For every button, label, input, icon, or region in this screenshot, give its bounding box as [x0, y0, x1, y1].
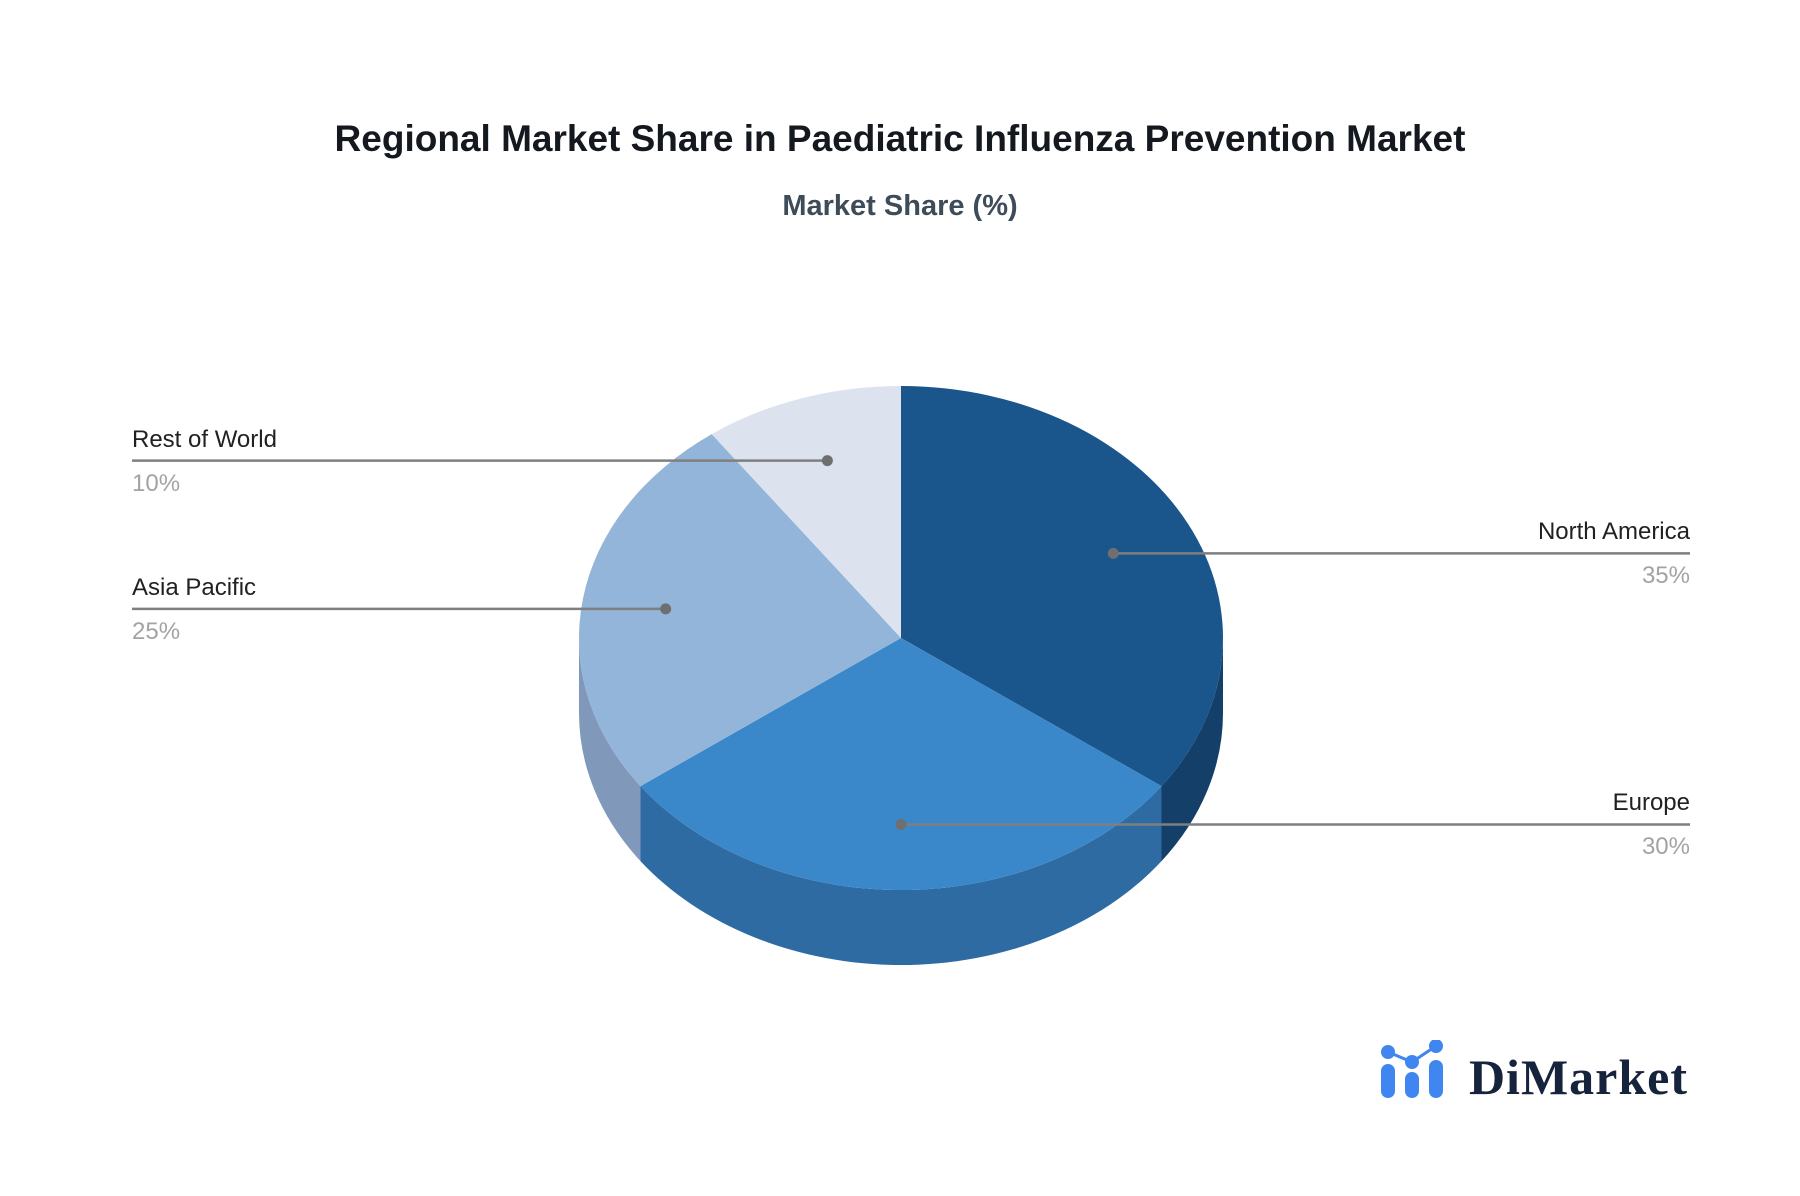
- pie-slice-side-asia-pacific: [579, 638, 641, 862]
- pie-slice-rest-of-world[interactable]: [711, 386, 901, 638]
- slice-label-europe: Europe: [1612, 789, 1690, 817]
- slice-value-europe: 30%: [1641, 833, 1690, 861]
- slice-label-rest-of-world: Rest of World: [132, 425, 277, 453]
- leader-dot-north-america: [1107, 547, 1119, 559]
- slice-value-rest-of-world: 10%: [132, 469, 181, 497]
- leader-dot-asia-pacific: [660, 603, 672, 615]
- pie-slice-asia-pacific[interactable]: [579, 434, 901, 787]
- brand-logo: DiMarket: [1377, 1040, 1688, 1102]
- chart-subtitle: Market Share (%): [782, 190, 1018, 222]
- bar-line-chart-icon: [1380, 1040, 1443, 1098]
- leader-dot-europe: [895, 818, 907, 830]
- slice-label-north-america: North America: [1537, 518, 1690, 546]
- pie-slice-north-america[interactable]: [901, 386, 1223, 787]
- brand-wordmark: DiMarket: [1468, 1049, 1688, 1105]
- slice-value-north-america: 35%: [1641, 562, 1690, 590]
- pie-slice-europe[interactable]: [640, 638, 1162, 890]
- slice-value-asia-pacific: 25%: [132, 617, 181, 645]
- slice-label-asia-pacific: Asia Pacific: [132, 573, 257, 601]
- pie-slice-side-north-america: [1161, 638, 1223, 862]
- chart-title: Regional Market Share in Paediatric Infl…: [334, 118, 1466, 159]
- pie-slice-side-europe: [640, 786, 1162, 965]
- leader-dot-rest-of-world: [821, 455, 833, 467]
